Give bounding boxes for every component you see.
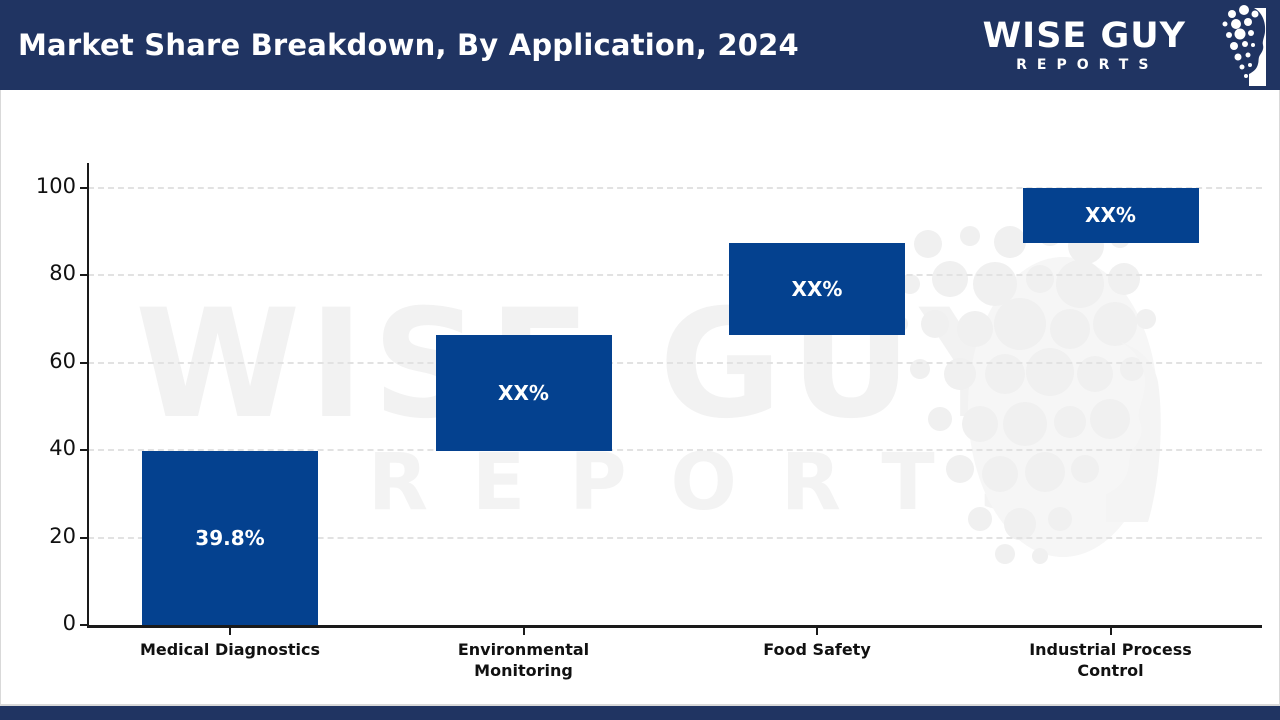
bar-value-label-industrial-process-control: XX%: [1085, 203, 1136, 228]
gridline-100: [88, 186, 1262, 189]
watermark-head-dots: [892, 222, 1161, 564]
bar-environmental-monitoring: XX%: [435, 334, 612, 451]
header-bar: Market Share Breakdown, By Application, …: [0, 0, 1280, 90]
brand-name: WISE GUY: [982, 15, 1186, 56]
x-tick-mark-medical-diagnostics: [229, 628, 231, 635]
brand-logo-text: WISE GUY REPORTS: [982, 15, 1186, 73]
brand-subname: REPORTS: [1016, 56, 1159, 73]
bar-value-label-food-safety: XX%: [791, 277, 843, 301]
bar-industrial-process-control: XX%: [1022, 187, 1199, 244]
x-tick-mark-industrial-process-control: [1109, 628, 1112, 635]
x-category-label-environmental-monitoring: Environmental Monitoring: [457, 640, 590, 681]
x-axis-line: [87, 625, 1262, 628]
gridline-20: [88, 536, 1262, 539]
x-tick-mark-environmental-monitoring: [522, 628, 525, 635]
watermark-text-line2: REPORTS: [368, 438, 1079, 528]
y-tick-label-20: 20: [49, 523, 76, 548]
y-tick-mark-80: [80, 274, 87, 276]
y-tick-mark-20: [80, 536, 87, 539]
bar-value-label-medical-diagnostics: 39.8%: [195, 525, 265, 550]
bar-value-label-environmental-monitoring: XX%: [498, 380, 549, 405]
y-tick-mark-40: [80, 449, 87, 451]
gridline-60: [88, 361, 1262, 364]
bottom-divider: [0, 704, 1280, 706]
gridline-40: [88, 449, 1262, 451]
y-tick-label-60: 60: [49, 348, 76, 373]
bar-medical-diagnostics: 39.8%: [142, 450, 318, 625]
y-axis-line: [87, 163, 89, 625]
y-tick-mark-60: [80, 361, 87, 364]
y-tick-label-80: 80: [49, 261, 76, 285]
x-tick-mark-food-safety: [816, 628, 818, 635]
y-tick-label-40: 40: [49, 436, 76, 460]
page-title: Market Share Breakdown, By Application, …: [18, 28, 799, 62]
footer-bar: [0, 706, 1280, 720]
brand-head-dots-icon: [1222, 5, 1266, 86]
y-tick-mark-100: [80, 186, 87, 189]
brand-logo: WISE GUY REPORTS: [983, 4, 1266, 86]
x-category-label-food-safety: Food Safety: [763, 640, 871, 659]
x-category-label-industrial-process-control: Industrial Process Control: [1029, 640, 1192, 681]
y-tick-mark-0: [80, 624, 87, 626]
gridline-80: [88, 274, 1262, 276]
y-tick-label-0: 0: [62, 611, 76, 635]
x-category-label-medical-diagnostics: Medical Diagnostics: [139, 640, 321, 659]
bar-food-safety: XX%: [729, 243, 905, 335]
y-tick-label-100: 100: [35, 173, 76, 198]
